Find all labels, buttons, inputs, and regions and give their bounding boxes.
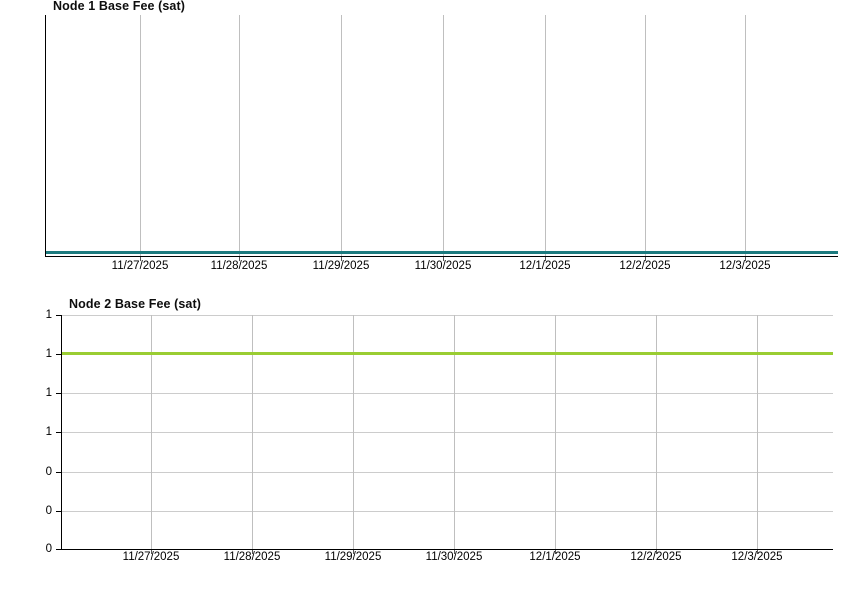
gridline-v [151, 315, 152, 549]
x-tick-mark [140, 257, 141, 261]
y-tick-label: 0 [45, 466, 52, 478]
gridline-h [61, 315, 833, 316]
chart-panel-node1: Node 1 Base Fee (sat) [0, 0, 860, 290]
x-tick-label: 11/30/2025 [425, 551, 483, 563]
gridline-v [353, 315, 354, 549]
gridline-v [745, 15, 746, 257]
gridline-v [443, 15, 444, 257]
x-tick-mark [353, 550, 354, 554]
y-tick-mark [56, 472, 61, 473]
y-tick-label: 1 [45, 309, 52, 321]
y-axis-line-node2 [61, 315, 62, 550]
x-tick-label: 11/29/2025 [324, 551, 382, 563]
gridline-h [61, 432, 833, 433]
x-tick-label: 12/1/2025 [519, 260, 571, 272]
gridline-h [61, 511, 833, 512]
x-tick-mark [545, 257, 546, 261]
x-tick-mark [656, 550, 657, 554]
x-tick-mark [745, 257, 746, 261]
x-tick-label: 12/2/2025 [619, 260, 671, 272]
series-line-node1 [45, 251, 838, 254]
plot-area-node1 [45, 15, 838, 261]
y-tick-mark [56, 511, 61, 512]
x-tick-label: 12/3/2025 [731, 551, 783, 563]
gridline-v [239, 15, 240, 257]
x-tick-label: 12/3/2025 [719, 260, 771, 272]
y-tick-mark [56, 393, 61, 394]
gridline-v [341, 15, 342, 257]
x-tick-label: 11/28/2025 [223, 551, 281, 563]
x-tick-label: 11/28/2025 [210, 260, 268, 272]
y-axis-line-node1 [45, 15, 46, 257]
x-axis-line-node1 [45, 256, 838, 257]
x-tick-label: 11/29/2025 [312, 260, 370, 272]
x-tick-label: 12/1/2025 [529, 551, 581, 563]
y-tick-mark [56, 432, 61, 433]
x-tick-label: 11/27/2025 [122, 551, 180, 563]
gridline-v [645, 15, 646, 257]
x-tick-mark [645, 257, 646, 261]
series-line-node2 [61, 352, 833, 355]
y-tick-label: 0 [45, 543, 52, 555]
y-tick-mark [56, 354, 61, 355]
y-tick-label: 1 [45, 387, 52, 399]
chart-panel-node2: Node 2 Base Fee (sat) [0, 296, 860, 596]
gridline-v [656, 315, 657, 549]
x-tick-label: 12/2/2025 [630, 551, 682, 563]
gridline-v [454, 315, 455, 549]
x-tick-mark [443, 257, 444, 261]
chart-title-node2: Node 2 Base Fee (sat) [69, 297, 202, 311]
gridline-h [61, 393, 833, 394]
x-axis-line-node2 [61, 549, 833, 550]
gridline-v [545, 15, 546, 257]
chart-title-node1: Node 1 Base Fee (sat) [53, 0, 186, 13]
gridline-v [555, 315, 556, 549]
x-tick-mark [555, 550, 556, 554]
x-tick-mark [252, 550, 253, 554]
gridline-v [252, 315, 253, 549]
x-tick-label: 11/30/2025 [414, 260, 472, 272]
y-tick-label: 0 [45, 505, 52, 517]
x-tick-mark [757, 550, 758, 554]
x-tick-label: 11/27/2025 [111, 260, 169, 272]
gridline-v [757, 315, 758, 549]
x-tick-mark [239, 257, 240, 261]
gridline-h [61, 472, 833, 473]
x-tick-mark [454, 550, 455, 554]
x-tick-mark [341, 257, 342, 261]
y-tick-mark [56, 315, 61, 316]
y-tick-label: 1 [45, 426, 52, 438]
y-tick-label: 1 [45, 348, 52, 360]
plot-area-node2 [56, 315, 833, 554]
x-tick-mark [151, 550, 152, 554]
y-tick-mark [56, 549, 61, 550]
gridline-v [140, 15, 141, 257]
